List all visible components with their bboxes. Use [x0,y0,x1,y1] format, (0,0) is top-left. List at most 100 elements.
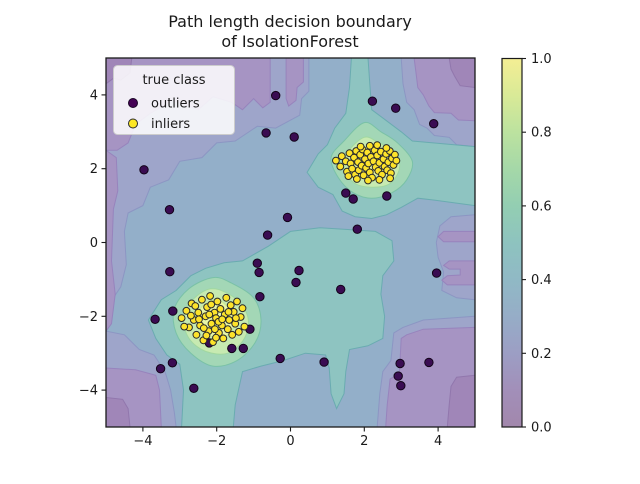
outlier-point [396,381,406,391]
inlier-point [332,156,340,165]
inlier-point [182,306,191,315]
x-tick-label: 0 [286,434,294,449]
legend-frame [113,65,235,135]
outlier-point [348,194,358,204]
outlier-point [282,212,293,223]
inlier-point [207,300,216,309]
outlier-point [155,364,166,374]
inlier-point [233,297,241,306]
inlier-point [336,162,345,171]
outlier-point [168,306,178,316]
inlier-point [386,174,395,183]
outlier-point [150,314,160,324]
legend-box: true class outliers inliers [113,65,235,135]
outlier-point [262,230,273,240]
outlier-point [254,267,264,278]
inlier-point [337,152,346,161]
outlier-point [167,358,178,368]
outlier-point [291,277,301,288]
x-tick-label: −2 [207,434,226,449]
contour-band [106,149,119,332]
inlier-point [212,333,220,342]
outlier-point [319,357,329,367]
inlier-point [222,293,231,302]
outlier-point [255,292,265,302]
colorbar: 1.0 0.8 0.6 0.4 0.2 0.0 [501,52,552,436]
inlier-point [205,310,214,319]
contour-band [147,227,395,427]
legend-marker-outliers [128,98,138,108]
x-tick-label: 4 [434,434,442,449]
inlier-point [213,297,222,306]
y-tick-label: 0 [90,236,98,251]
legend-label-outliers: outliers [151,97,200,112]
inlier-point [177,314,186,323]
outlier-point [424,357,434,368]
y-tick-label: −4 [79,384,98,399]
colorbar-bar [501,57,523,428]
colorbar-tick-label: 1.0 [531,52,552,67]
outlier-point [139,165,149,175]
inlier-point [359,171,368,180]
contour-band [435,214,475,301]
inlier-point [195,315,203,324]
inlier-point [344,172,353,180]
outlier-point [431,268,442,278]
inlier-point [216,305,225,313]
inlier-point [199,324,208,333]
inlier-point [194,308,203,317]
inlier-point [180,322,189,331]
inlier-point [202,331,211,340]
outlier-point [164,205,175,215]
outlier-point [393,371,403,381]
inlier-point [207,319,216,328]
inlier-point [373,141,382,149]
legend-marker-inliers [128,118,138,129]
inlier-point [206,292,214,300]
outlier-point [294,265,304,276]
chart-title-line2: of IsolationForest [221,32,358,51]
x-axis-ticks: −4 −2 0 2 4 [133,427,442,449]
contour-band [437,230,475,243]
inlier-point [191,302,200,310]
outlier-point [275,353,285,364]
outlier-point [165,267,175,277]
inlier-point [223,325,232,334]
inlier-point [392,156,401,165]
inlier-point [224,308,233,316]
contour-band [285,58,304,107]
y-tick-label: −2 [79,310,98,325]
colorbar-tick-label: 0.0 [531,421,552,436]
outlier-point [252,258,263,268]
outlier-point [336,284,346,295]
inlier-point [219,334,228,343]
x-tick-label: −4 [133,434,152,449]
inlier-point [226,301,235,310]
inlier-point [228,330,237,339]
contour-band [446,374,475,427]
outlier-point [261,128,271,138]
outlier-point [227,343,237,354]
outlier-point [189,383,199,393]
inlier-point [382,144,391,152]
inlier-point [365,141,374,150]
outlier-point [395,358,405,369]
chart-title-line1: Path length decision boundary [168,12,412,31]
x-tick-label: 2 [360,434,368,449]
legend-items: outliers inliers [128,97,200,132]
inlier-point [231,314,240,323]
inlier-point [187,311,195,320]
colorbar-tick-label: 0.8 [531,126,552,141]
outlier-point [352,224,363,234]
outlier-point [382,191,392,201]
y-axis-ticks: 4 2 0 −2 −4 [79,88,106,399]
inlier-point [234,327,243,336]
inlier-point [218,315,227,324]
inlier-point [375,175,384,184]
outlier-point [238,343,249,354]
y-tick-label: 2 [90,162,98,177]
legend-label-inliers: inliers [151,117,190,132]
inlier-point [356,142,365,151]
